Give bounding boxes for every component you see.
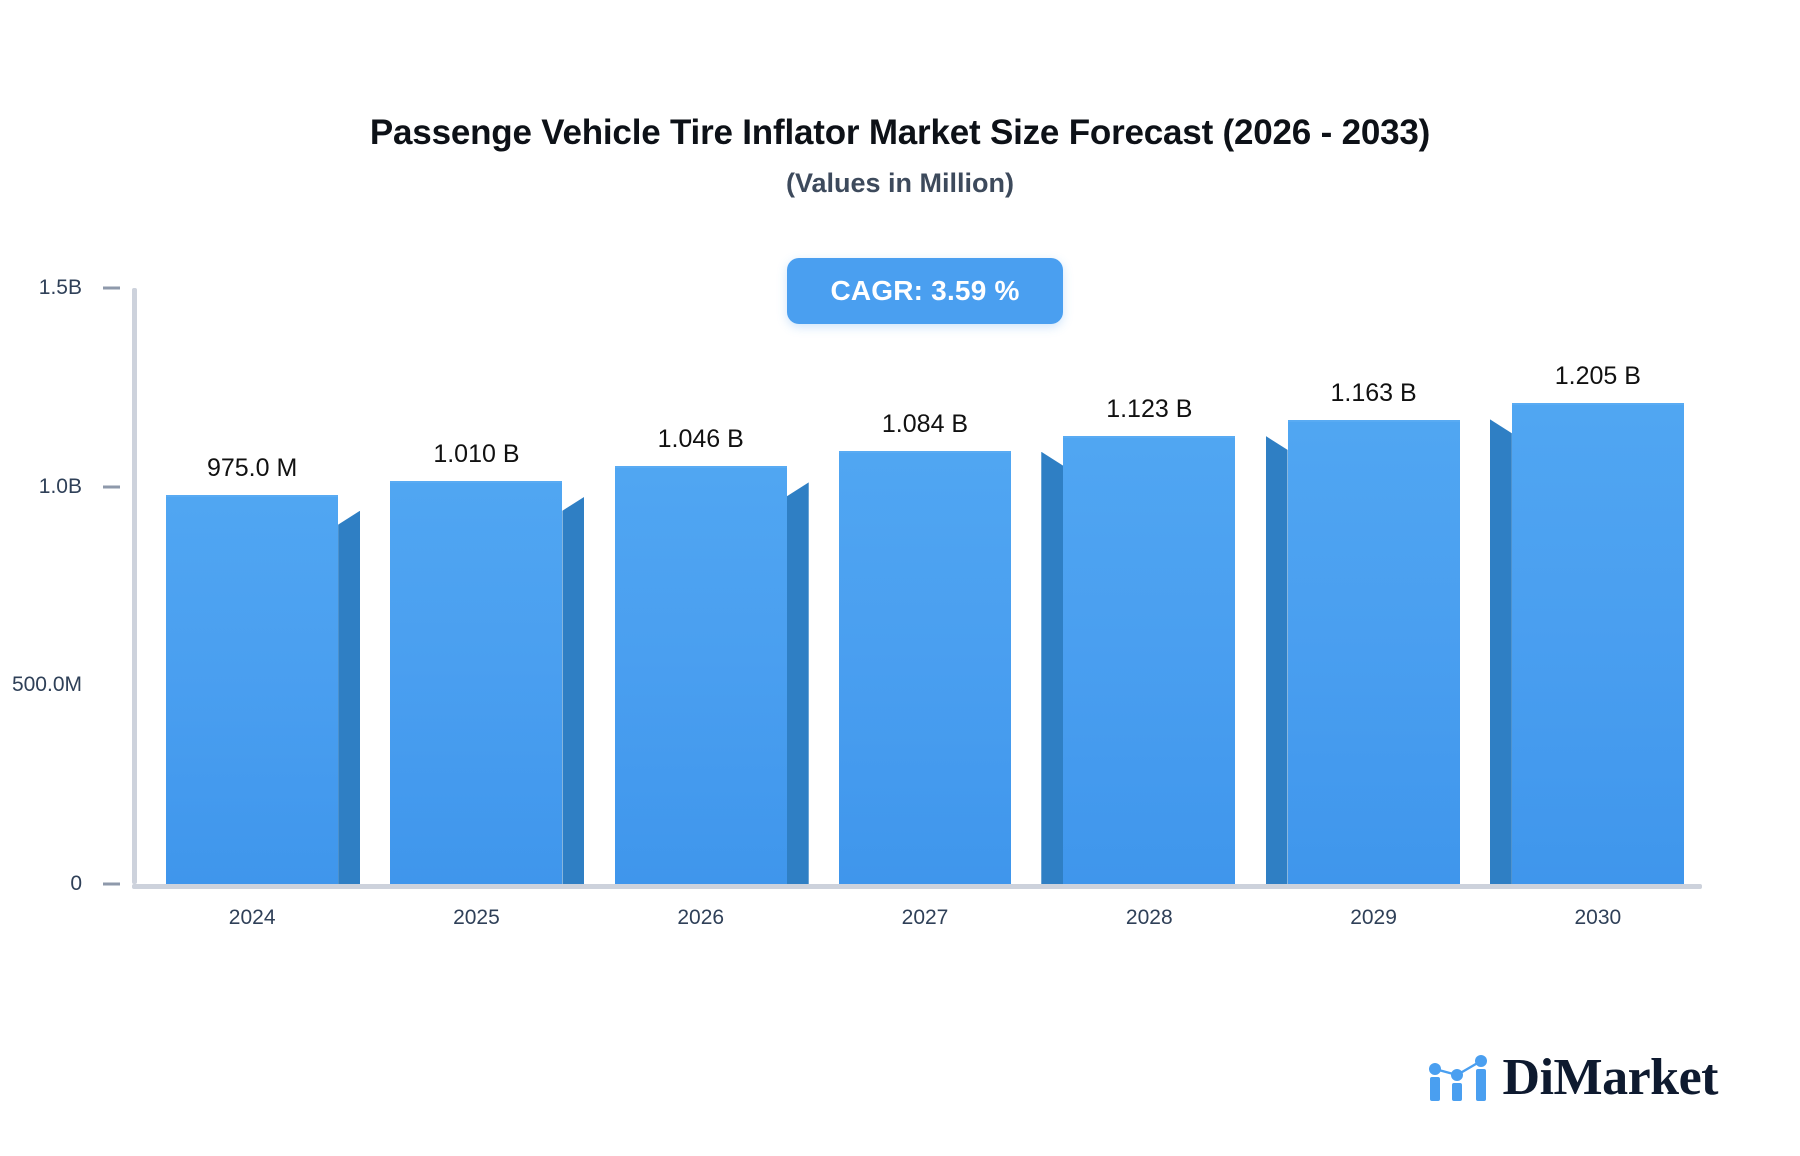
x-axis-tick-label: 2027 bbox=[901, 906, 949, 929]
y-axis-line bbox=[132, 288, 137, 884]
bar-face bbox=[1511, 403, 1684, 884]
y-axis-tick-label: 0 bbox=[70, 872, 82, 895]
bar-face bbox=[614, 466, 787, 884]
x-axis-tick-label: 2026 bbox=[677, 906, 725, 929]
y-axis-tick-label: 500.0M bbox=[11, 673, 82, 697]
dimarket-logo: DiMarket bbox=[1427, 1049, 1719, 1106]
bar-face bbox=[1287, 419, 1460, 884]
x-axis-tick-label: 2030 bbox=[1574, 906, 1622, 929]
bar-column[interactable]: 1.084 B bbox=[839, 410, 1011, 884]
bar-side-panel bbox=[1041, 451, 1064, 884]
bar-side-panel bbox=[562, 496, 585, 884]
y-axis-tick-label: 1.0B bbox=[38, 474, 82, 498]
bar-side-panel bbox=[338, 510, 361, 884]
bar-chart-icon bbox=[1428, 1055, 1487, 1101]
y-axis-tick-mark bbox=[103, 286, 120, 290]
x-axis-tick-label: 2025 bbox=[453, 906, 500, 929]
cagr-badge: CAGR: 3.59 % bbox=[787, 258, 1063, 324]
bar-column[interactable]: 1.046 B bbox=[614, 425, 809, 884]
cagr-badge-label: CAGR: 3.59 % bbox=[830, 275, 1020, 306]
bar-column[interactable]: 1.163 B bbox=[1265, 379, 1460, 884]
bar-column[interactable]: 975.0 M bbox=[166, 454, 361, 884]
bar-value-label: 1.046 B bbox=[657, 425, 744, 454]
x-axis-tick-label: 2024 bbox=[228, 906, 276, 929]
x-axis-tick-label: 2029 bbox=[1350, 906, 1397, 929]
bar-face bbox=[390, 480, 563, 884]
y-axis-tick-mark bbox=[103, 485, 120, 489]
bar-face bbox=[166, 494, 339, 884]
bar-face bbox=[1063, 435, 1236, 884]
x-axis-tick-label: 2028 bbox=[1125, 906, 1173, 929]
y-axis-tick-label: 1.5B bbox=[38, 276, 82, 299]
bar-value-label: 1.163 B bbox=[1330, 378, 1417, 407]
bar-column[interactable]: 1.010 B bbox=[390, 440, 585, 884]
bar-side-panel bbox=[786, 482, 809, 884]
x-axis-line bbox=[132, 884, 1702, 889]
logo-text: DiMarket bbox=[1502, 1049, 1719, 1106]
bar-value-label: 1.084 B bbox=[881, 410, 969, 439]
bar-value-label: 1.205 B bbox=[1554, 362, 1641, 391]
bar-face bbox=[839, 451, 1011, 884]
bar-value-label: 1.010 B bbox=[433, 439, 520, 468]
y-axis-tick-mark bbox=[103, 882, 120, 886]
bar-column[interactable]: 1.205 B bbox=[1489, 362, 1684, 884]
plot-area: 975.0 M 1.010 B 1.046 B 1.084 B 1.123 B 1.163… bbox=[132, 288, 1702, 889]
bar-value-label: 975.0 M bbox=[206, 453, 298, 482]
chart-title: Passenge Vehicle Tire Inflator Market Si… bbox=[369, 113, 1431, 152]
bar-side-panel bbox=[1489, 419, 1512, 884]
bar-column[interactable]: 1.123 B bbox=[1041, 395, 1236, 884]
bar-side-panel bbox=[1265, 435, 1288, 884]
bar-value-label: 1.123 B bbox=[1106, 394, 1193, 423]
chart-subtitle: (Values in Million) bbox=[785, 168, 1015, 198]
